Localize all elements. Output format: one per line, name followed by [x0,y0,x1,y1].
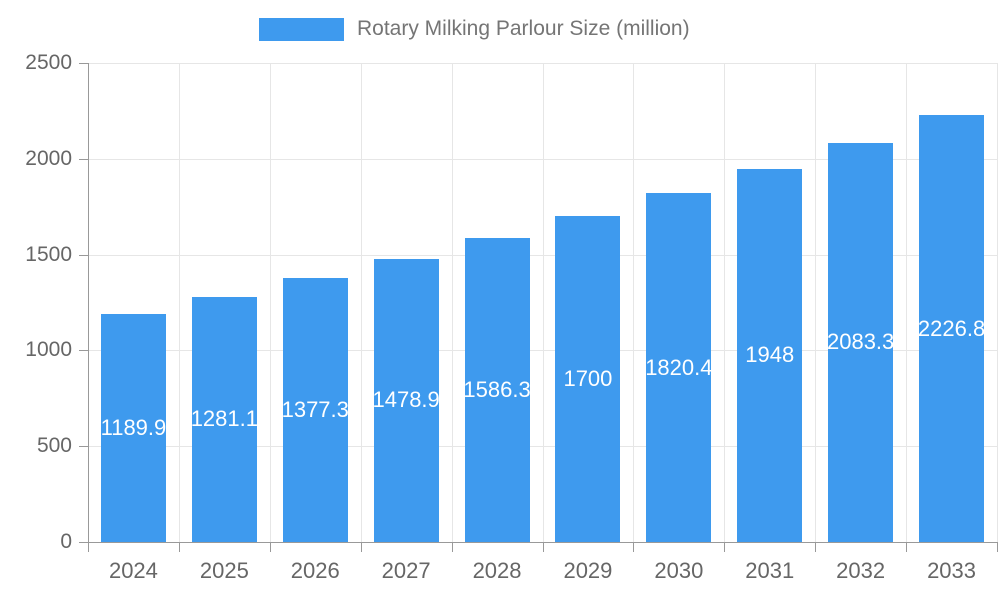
x-tick-mark-2 [269,542,271,552]
y-tick-label-0: 0 [60,530,72,553]
x-tick-mark-5 [542,542,544,552]
y-tick-label-1500: 1500 [25,242,72,266]
bar-2027[interactable]: 1478.9 [372,258,440,542]
y-tick-label-1000: 1000 [25,338,72,362]
y-tick-mark-1000 [79,350,88,352]
legend-swatch [259,17,344,41]
bar-2026[interactable]: 1377.3 [281,278,349,542]
y-tick-mark-2500 [79,63,88,64]
x-tick-label-2024: 2024 [108,558,158,583]
x-tick-mark-3 [360,542,362,552]
y-tick-label-2500: 2500 [25,51,72,74]
legend-label: Rotary Milking Parlour Size (million) [357,17,690,40]
bar-value-label-2026: 1377.3 [281,397,349,423]
plot-area: 1189.9 1281.1 1377.3 1478.9 1586.3 1700 1820.4… [88,63,998,543]
bar-2032[interactable]: 2083.3 [826,142,895,542]
x-tick-mark-10 [997,542,998,552]
bar-value-label-2025: 1281.1 [190,406,258,432]
bar-value-label-2028: 1586.3 [463,377,531,403]
x-tick-mark-9 [906,542,908,552]
x-tick-label-2028: 2028 [472,558,522,583]
x-tick-mark-6 [633,542,635,552]
gridline-x-5 [542,63,544,542]
bar-2030[interactable]: 1820.4 [645,193,713,542]
bar-value-label-2030: 1820.4 [645,354,713,380]
y-tick-mark-2000 [79,158,88,160]
gridline-x-8 [815,63,817,542]
bar-value-label-2024: 1189.9 [100,415,167,440]
y-tick-mark-500 [79,446,88,448]
bar-2033[interactable]: 2226.8 [917,115,986,542]
x-tick-mark-7 [724,542,726,552]
y-tick-label-500: 500 [36,434,72,458]
x-tick-label-2027: 2027 [381,558,431,583]
gridline-x-4 [451,63,453,542]
y-axis-line [88,63,89,542]
x-tick-mark-0 [88,542,89,552]
bar-2031[interactable]: 1948 [737,168,803,542]
x-tick-label-2033: 2033 [927,558,977,583]
bar-2025[interactable]: 1281.1 [190,296,258,542]
bar-value-label-2031: 1948 [745,342,795,368]
x-tick-label-2031: 2031 [745,558,795,583]
gridline-x-2 [269,63,271,542]
y-tick-mark-0 [79,542,88,543]
bar-value-label-2033: 2226.8 [917,315,986,341]
x-axis-line [80,542,997,543]
bar-2024[interactable]: 1189.9 [101,314,166,542]
gridline-x-6 [633,63,635,542]
bar-value-label-2029: 1700 [563,366,613,392]
x-tick-mark-1 [178,542,180,552]
x-tick-label-2032: 2032 [836,558,886,583]
gridline-x-7 [724,63,726,542]
gridline-x-10 [997,63,998,542]
gridline-x-1 [178,63,180,542]
y-tick-label-2000: 2000 [25,146,72,170]
bar-2028[interactable]: 1586.3 [463,238,531,542]
bar-2029[interactable]: 1700 [555,216,621,542]
gridline-x-9 [906,63,908,542]
gridline-x-3 [360,63,362,542]
x-tick-label-2026: 2026 [290,558,340,583]
x-tick-mark-8 [815,542,817,552]
x-tick-mark-4 [451,542,453,552]
x-tick-label-2030: 2030 [654,558,704,583]
bar-value-label-2027: 1478.9 [372,387,440,413]
x-tick-label-2029: 2029 [563,558,613,583]
y-tick-mark-1500 [79,254,88,256]
bar-value-label-2032: 2083.3 [826,329,895,355]
x-tick-label-2025: 2025 [199,558,249,583]
legend-item[interactable]: Rotary Milking Parlour Size (million) [259,17,690,41]
